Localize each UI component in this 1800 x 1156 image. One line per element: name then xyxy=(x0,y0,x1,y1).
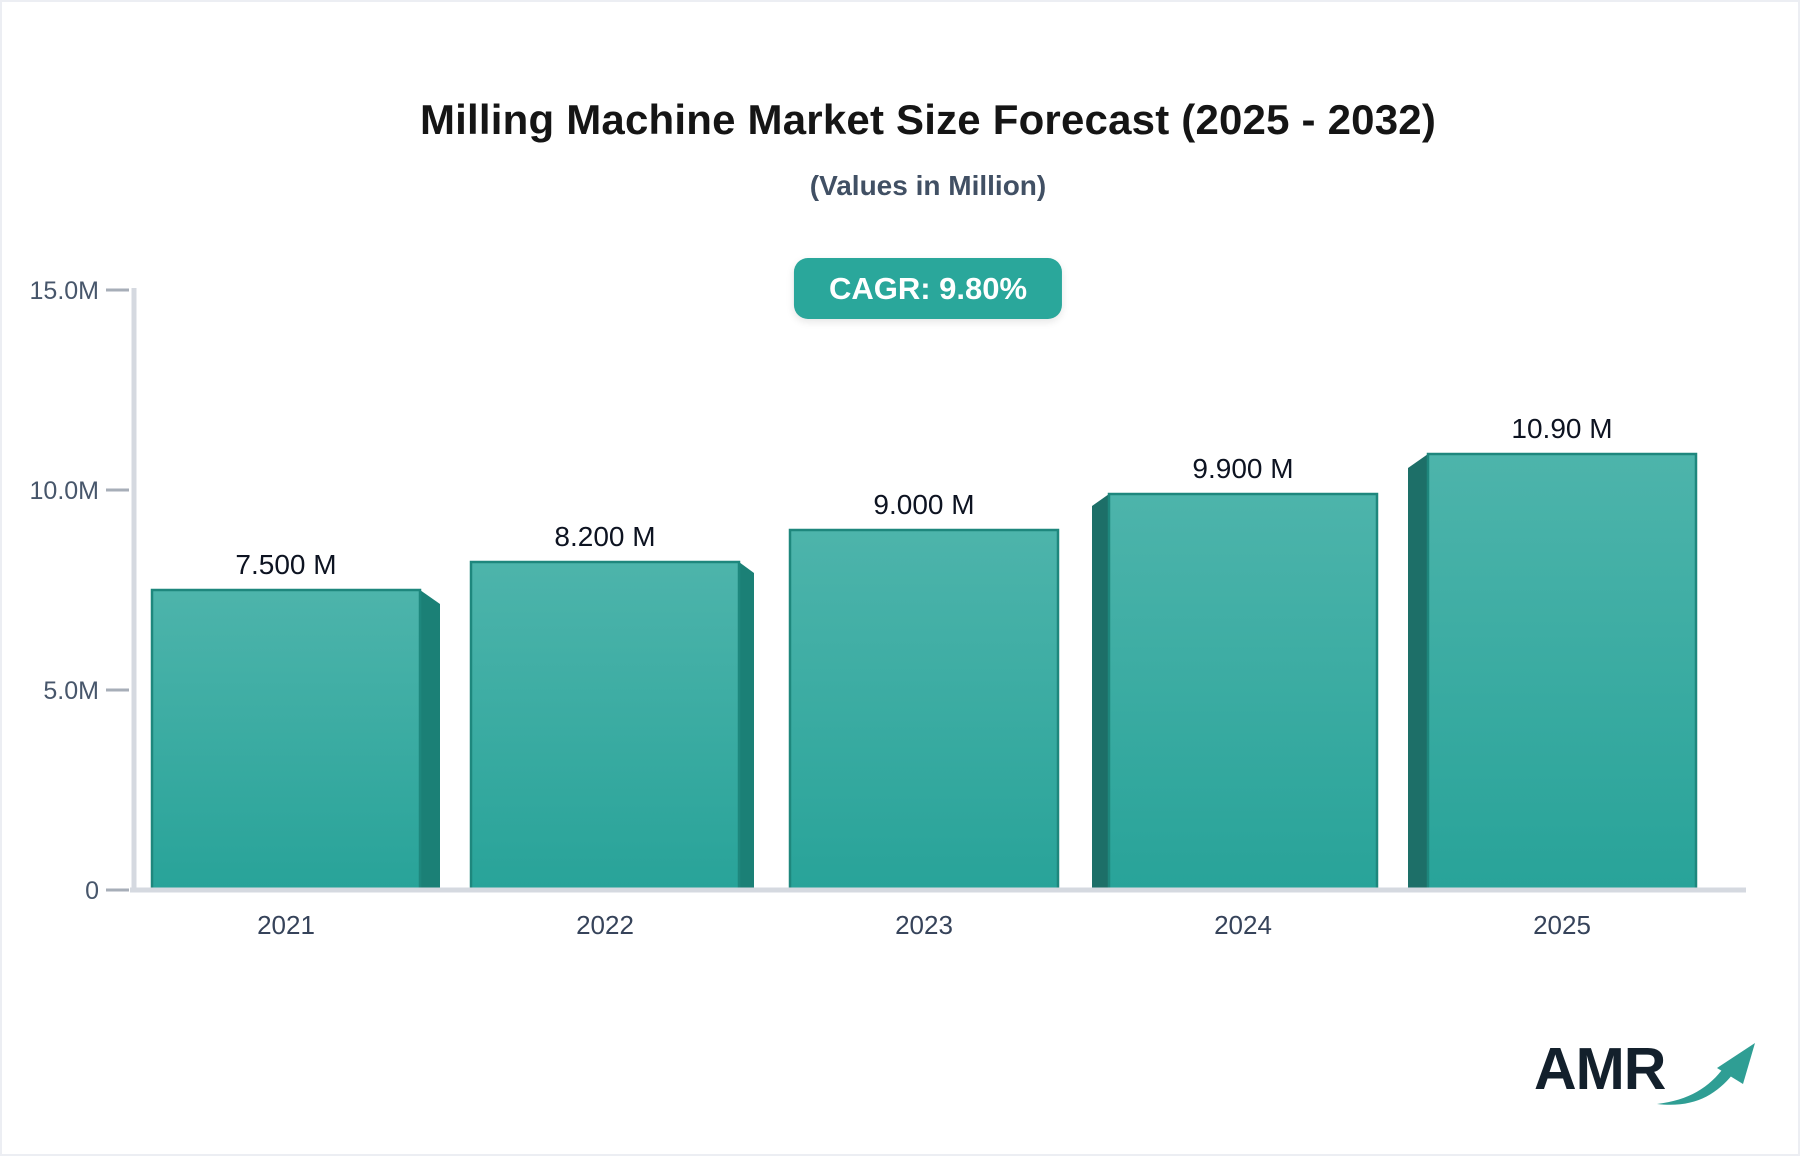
x-axis-tick-label: 2023 xyxy=(895,910,953,940)
amr-logo-text: AMR xyxy=(1534,1036,1666,1102)
y-axis-tick-label: 5.0M xyxy=(43,677,99,705)
bar-2021 xyxy=(150,588,422,892)
bars-layer xyxy=(150,452,1698,892)
amr-logo: AMR xyxy=(1534,1034,1763,1118)
chart-subtitle: (Values in Million) xyxy=(809,170,1047,201)
bar-side-panel xyxy=(420,590,440,890)
x-axis-tick-label: 2021 xyxy=(257,910,315,940)
labels-layer: 7.500 M 2021 8.200 M 2022 9.000 M 2023 9.900 M… xyxy=(30,277,1613,940)
bar-value-label: 8.200 M xyxy=(554,521,655,552)
bar-2025 xyxy=(1426,452,1698,892)
bar-value-label: 9.000 M xyxy=(873,489,974,520)
axis-layer xyxy=(106,288,1746,893)
x-axis-tick-label: 2022 xyxy=(576,910,634,940)
bar-side-panel xyxy=(739,562,754,890)
cagr-badge: CAGR: 9.80% xyxy=(793,258,1063,319)
y-axis-tick-label: 15.0M xyxy=(30,277,99,305)
y-axis-tick-label: 0 xyxy=(85,877,99,905)
bar-2024 xyxy=(1107,492,1379,892)
growth-arrow-icon xyxy=(1657,1043,1756,1105)
x-axis-tick-label: 2025 xyxy=(1533,910,1591,940)
bar-value-label: 9.900 M xyxy=(1192,453,1293,484)
bar-value-label: 7.500 M xyxy=(235,549,336,580)
bar-2023 xyxy=(788,528,1060,892)
x-axis-tick-label: 2024 xyxy=(1214,910,1272,940)
bar-value-label: 10.90 M xyxy=(1511,413,1612,444)
chart-title: Milling Machine Market Size Forecast (20… xyxy=(419,96,1437,143)
bar-side-panel xyxy=(1092,494,1109,890)
y-axis-tick-label: 10.0M xyxy=(30,477,99,505)
bar-2022 xyxy=(469,560,741,892)
bar-side-panel xyxy=(1408,454,1428,890)
